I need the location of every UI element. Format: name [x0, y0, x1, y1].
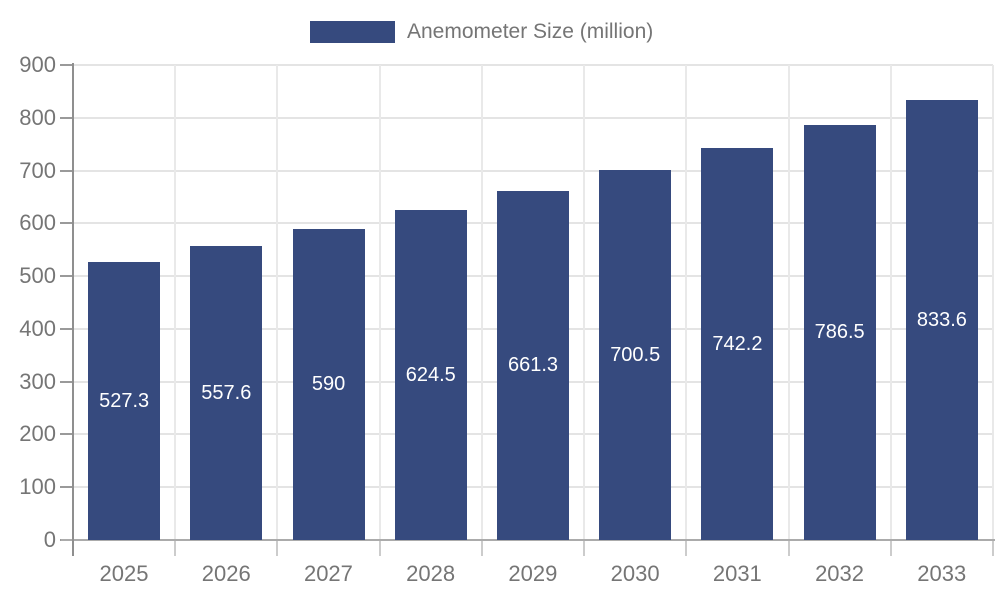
chart-legend[interactable]: Anemometer Size (million) [310, 20, 653, 44]
gridline-vertical [685, 65, 688, 540]
bar[interactable] [394, 210, 467, 540]
bar[interactable] [803, 124, 876, 540]
legend-label: Anemometer Size (million) [407, 20, 654, 43]
y-axis-label: 0 [43, 527, 56, 552]
bar-value-label: 590 [311, 373, 346, 396]
x-axis-line [61, 539, 995, 541]
y-axis-label: 400 [19, 315, 56, 341]
bar[interactable] [701, 148, 774, 540]
gridline-vertical [480, 65, 483, 540]
bar[interactable] [497, 190, 569, 540]
x-axis-tick [889, 540, 892, 556]
x-axis-label: 2031 [712, 561, 762, 586]
x-axis-label: 2028 [406, 561, 456, 586]
bar-value-label: 742.2 [712, 333, 763, 356]
y-axis-tick [60, 327, 73, 330]
bar-value-label: 527.3 [99, 389, 150, 412]
gridline-horizontal [73, 169, 993, 172]
y-axis-line [72, 63, 74, 556]
gridline-vertical [787, 65, 790, 540]
x-axis-tick [378, 540, 381, 556]
gridline-horizontal [73, 116, 993, 119]
bar-value-label: 700.5 [610, 344, 661, 367]
y-axis-label: 200 [19, 421, 56, 447]
y-axis-tick [60, 116, 73, 119]
x-axis-tick [276, 540, 279, 556]
y-axis-label: 300 [19, 368, 56, 394]
gridline-vertical [174, 65, 177, 540]
bar-value-label: 786.5 [814, 321, 865, 344]
y-axis-label: 600 [19, 210, 56, 236]
x-axis-label: 2033 [917, 561, 967, 586]
x-axis-tick [685, 540, 688, 556]
x-axis-label: 2026 [201, 561, 251, 586]
y-axis-label: 900 [19, 52, 56, 77]
x-axis-tick [480, 540, 483, 556]
y-axis-label: 500 [19, 263, 56, 289]
y-axis-tick [60, 64, 73, 66]
bar[interactable] [599, 170, 672, 540]
y-axis-label: 800 [19, 104, 56, 130]
bar-value-label: 833.6 [916, 309, 967, 332]
y-axis-label: 100 [19, 474, 56, 500]
gridline-vertical [992, 65, 994, 540]
x-axis-tick [174, 540, 177, 556]
bar-value-label: 557.6 [201, 381, 252, 404]
legend-swatch-icon [310, 21, 395, 43]
bar[interactable] [190, 245, 263, 540]
x-axis-label: 2025 [99, 561, 149, 586]
bar-value-label: 624.5 [405, 364, 456, 387]
y-axis-tick [60, 380, 73, 383]
y-axis-tick [60, 486, 73, 489]
y-axis-label: 700 [19, 157, 56, 183]
x-axis-label: 2032 [815, 561, 865, 586]
y-axis-tick [60, 275, 73, 278]
bar[interactable] [905, 100, 978, 540]
gridline-vertical [276, 65, 279, 540]
gridline-horizontal [73, 64, 993, 66]
x-axis-tick [787, 540, 790, 556]
bar[interactable] [88, 261, 161, 540]
x-axis-label: 2029 [508, 561, 558, 586]
x-axis-tick [992, 540, 994, 556]
bar-value-label: 661.3 [507, 354, 559, 377]
gridline-vertical [378, 65, 381, 540]
y-axis-tick [60, 433, 73, 436]
gridline-vertical [889, 65, 892, 540]
x-axis-label: 2030 [610, 561, 660, 586]
x-axis-label: 2027 [303, 561, 353, 586]
x-axis-tick [583, 540, 586, 556]
bar[interactable] [292, 228, 365, 540]
gridline-vertical [583, 65, 586, 540]
y-axis-tick [60, 222, 73, 225]
y-axis-tick [60, 169, 73, 172]
